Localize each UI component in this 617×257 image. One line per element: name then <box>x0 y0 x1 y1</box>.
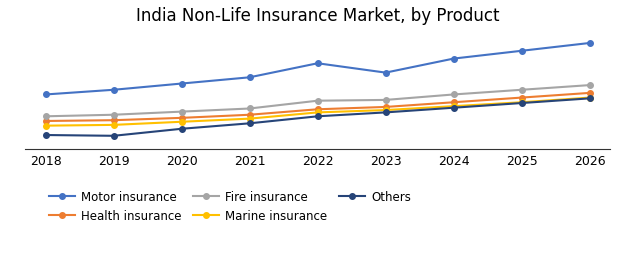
Fire insurance <box>518 88 525 91</box>
Fire insurance <box>178 110 185 113</box>
Others <box>42 133 49 136</box>
Legend: Motor insurance, Health insurance, Fire insurance, Marine insurance, Others: Motor insurance, Health insurance, Fire … <box>44 186 415 227</box>
Title: India Non-Life Insurance Market, by Product: India Non-Life Insurance Market, by Prod… <box>136 7 499 25</box>
Health insurance <box>42 120 49 123</box>
Health insurance <box>450 101 457 104</box>
Fire insurance <box>314 99 321 102</box>
Others <box>110 134 117 137</box>
Marine insurance <box>178 120 185 123</box>
Marine insurance <box>450 105 457 108</box>
Others <box>450 106 457 109</box>
Others <box>178 127 185 130</box>
Motor insurance <box>42 93 49 96</box>
Fire insurance <box>586 84 594 87</box>
Health insurance <box>518 96 525 99</box>
Fire insurance <box>450 93 457 96</box>
Motor insurance <box>178 82 185 85</box>
Line: Fire insurance: Fire insurance <box>43 82 592 119</box>
Motor insurance <box>382 71 389 74</box>
Line: Motor insurance: Motor insurance <box>43 40 592 97</box>
Fire insurance <box>246 107 254 110</box>
Health insurance <box>382 105 389 108</box>
Marine insurance <box>586 96 594 99</box>
Line: Health insurance: Health insurance <box>43 90 592 124</box>
Marine insurance <box>110 123 117 126</box>
Motor insurance <box>518 49 525 52</box>
Others <box>314 115 321 118</box>
Marine insurance <box>246 117 254 120</box>
Others <box>586 97 594 100</box>
Marine insurance <box>314 111 321 114</box>
Motor insurance <box>586 41 594 44</box>
Motor insurance <box>246 76 254 79</box>
Fire insurance <box>42 115 49 118</box>
Health insurance <box>314 108 321 111</box>
Others <box>382 111 389 114</box>
Others <box>518 102 525 105</box>
Fire insurance <box>382 98 389 102</box>
Line: Marine insurance: Marine insurance <box>43 95 592 128</box>
Motor insurance <box>314 62 321 65</box>
Motor insurance <box>110 88 117 91</box>
Marine insurance <box>518 101 525 104</box>
Health insurance <box>246 113 254 116</box>
Marine insurance <box>382 108 389 112</box>
Health insurance <box>110 119 117 122</box>
Line: Others: Others <box>43 96 592 139</box>
Motor insurance <box>450 57 457 60</box>
Others <box>246 122 254 125</box>
Health insurance <box>586 91 594 94</box>
Fire insurance <box>110 113 117 116</box>
Marine insurance <box>42 124 49 127</box>
Health insurance <box>178 116 185 120</box>
